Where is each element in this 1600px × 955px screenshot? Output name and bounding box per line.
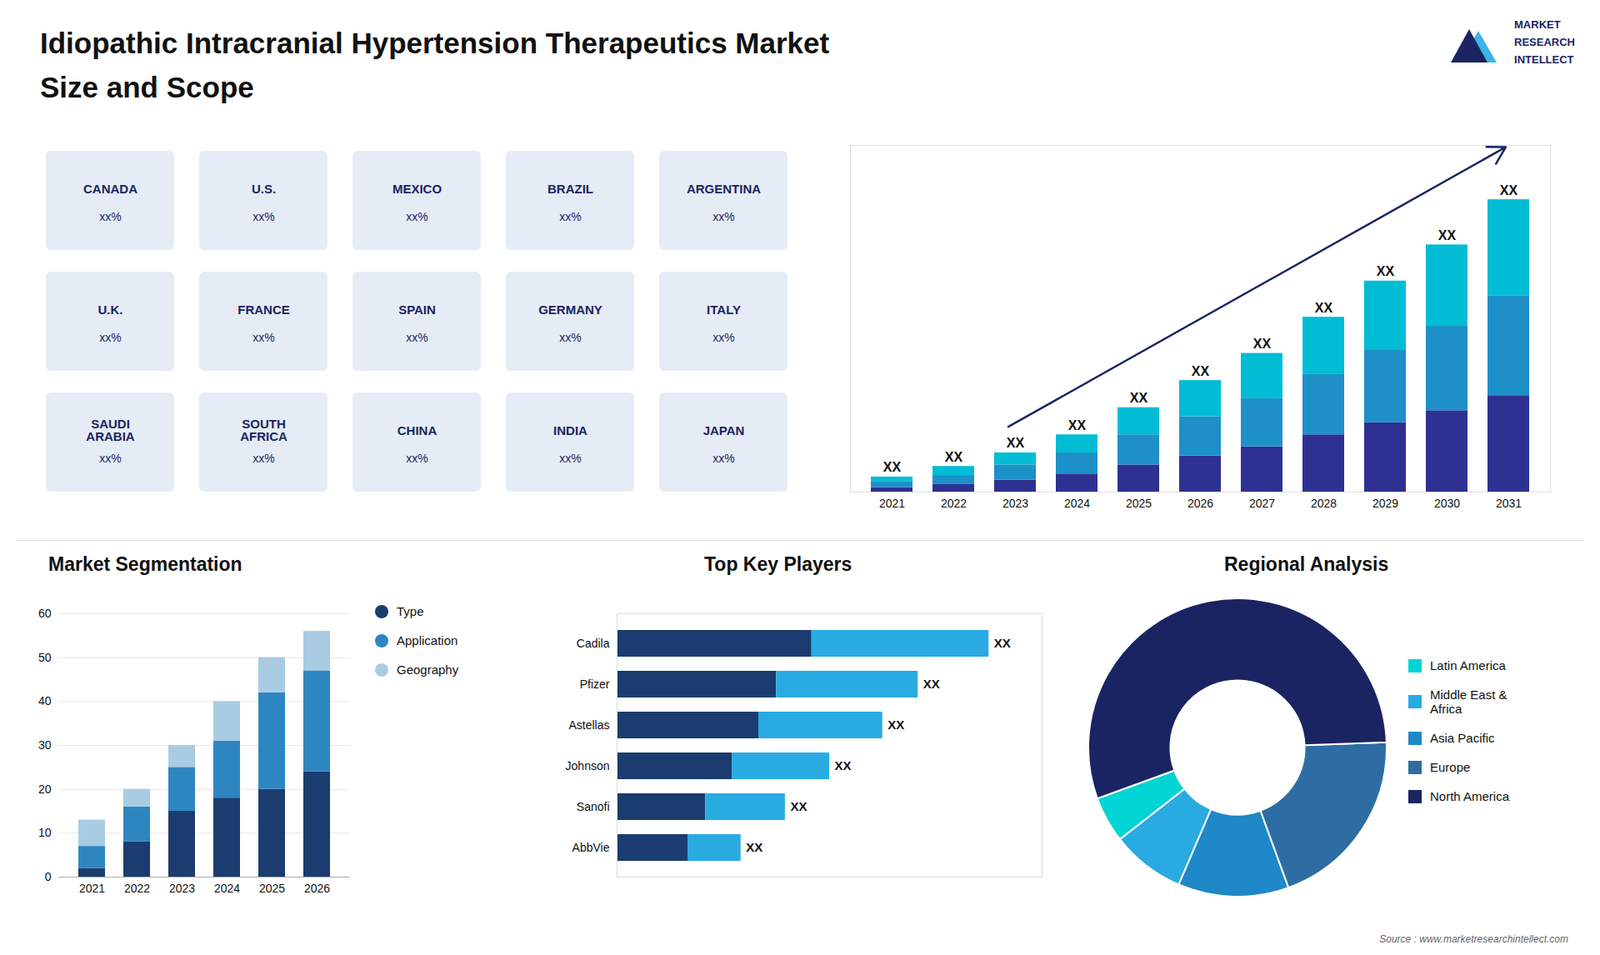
svg-text:SOUTHAFRICA: SOUTHAFRICA [240,416,288,444]
svg-text:xx%: xx% [405,330,428,345]
svg-text:XX: XX [1438,228,1457,243]
html-text:Application: Application [396,633,458,648]
svg-text:0: 0 [45,870,52,884]
svg-text:SPAIN: SPAIN [398,302,436,317]
svg-text:xx%: xx% [99,330,121,345]
svg-text:xx%: xx% [252,330,275,345]
svg-text:XX: XX [790,799,807,814]
svg-text:2021: 2021 [79,881,105,895]
svg-text:2028: 2028 [1310,496,1337,510]
svg-text:Johnson: Johnson [565,759,610,773]
svg-text:xx%: xx% [405,451,428,465]
svg-text:2025: 2025 [259,881,285,895]
svg-text:XX: XX [1130,390,1149,405]
svg-text:Astellas: Astellas [568,718,610,732]
html-text:Latin America: Latin America [1430,658,1506,673]
svg-text:XX: XX [887,717,905,732]
svg-text:xx%: xx% [559,210,581,224]
svg-text:Sanofi: Sanofi [576,800,610,814]
svg-text:2024: 2024 [1064,496,1090,510]
svg-text:XX: XX [745,840,763,855]
svg-text:ARGENTINA: ARGENTINA [686,181,761,196]
svg-text:30: 30 [38,738,52,752]
svg-text:xx%: xx% [405,210,428,224]
svg-text:SAUDIARABIA: SAUDIARABIA [85,416,135,444]
svg-text:XX: XX [1500,183,1519,198]
svg-text:XX: XX [883,460,902,475]
svg-text:XX: XX [1253,336,1272,351]
svg-text:U.S.: U.S. [251,181,276,196]
svg-text:2024: 2024 [214,881,240,895]
svg-text:2022: 2022 [940,496,967,510]
svg-text:Pfizer: Pfizer [580,677,610,691]
svg-text:XX: XX [835,758,852,773]
svg-text:JAPAN: JAPAN [703,423,745,438]
svg-text:XX: XX [1006,435,1025,450]
html-text:Asia Pacific: Asia Pacific [1430,730,1495,745]
svg-text:BRAZIL: BRAZIL [547,181,594,196]
svg-text:XX: XX [1376,264,1395,279]
svg-text:2026: 2026 [304,881,330,895]
svg-text:XX: XX [1068,418,1087,433]
svg-text:2023: 2023 [1002,496,1029,510]
svg-text:2025: 2025 [1125,496,1152,510]
html-text:Size and Scope: Size and Scope [40,70,254,103]
svg-text:XX: XX [923,676,940,691]
svg-text:INDIA: INDIA [553,423,588,438]
svg-text:2026: 2026 [1187,496,1214,510]
svg-text:50: 50 [38,650,52,665]
svg-text:XX: XX [1191,364,1210,379]
svg-text:xx%: xx% [99,451,121,465]
svg-text:2030: 2030 [1434,496,1460,510]
html-text:Market Segmentation: Market Segmentation [48,553,243,575]
html-text:North America: North America [1430,789,1510,804]
svg-text:FRANCE: FRANCE [237,302,290,317]
svg-text:xx%: xx% [712,330,735,345]
svg-text:40: 40 [38,694,52,708]
svg-text:2027: 2027 [1249,496,1275,510]
svg-text:xx%: xx% [252,451,275,465]
svg-text:xx%: xx% [712,451,735,465]
svg-text:MEXICO: MEXICO [392,181,443,196]
svg-text:2021: 2021 [879,496,905,510]
svg-text:AbbVie: AbbVie [572,840,610,855]
svg-text:2029: 2029 [1372,496,1399,510]
svg-text:U.K.: U.K. [98,302,124,317]
svg-text:ITALY: ITALY [706,302,741,317]
html-text:Middle East & Africa: Middle East & Africa [1430,687,1508,716]
svg-text:CANADA: CANADA [83,181,138,196]
svg-text:2031: 2031 [1495,496,1522,510]
html-text:Geography: Geography [396,662,459,677]
svg-text:xx%: xx% [252,210,275,224]
svg-text:10: 10 [38,825,52,840]
html-text:Top Key Players: Top Key Players [704,553,852,575]
html-text:Idiopathic Intracranial Hypert: Idiopathic Intracranial Hypertension The… [40,26,830,60]
svg-text:XX: XX [1315,300,1334,315]
svg-text:Cadila: Cadila [576,636,610,650]
svg-text:xx%: xx% [559,451,581,465]
svg-text:xx%: xx% [99,210,121,224]
svg-text:60: 60 [38,606,52,620]
svg-text:GERMANY: GERMANY [538,302,603,317]
svg-text:xx%: xx% [559,330,581,345]
svg-text:xx%: xx% [712,210,735,224]
html-text:Europe: Europe [1430,760,1471,775]
svg-text:XX: XX [994,635,1011,650]
svg-text:CHINA: CHINA [397,423,438,438]
svg-text:2023: 2023 [169,881,195,895]
html-text:MARKET RESEARCH INTELLECT: MARKET RESEARCH INTELLECT [1514,18,1575,66]
svg-text:XX: XX [945,450,964,465]
svg-text:2022: 2022 [124,881,150,895]
html-text:Regional Analysis: Regional Analysis [1224,553,1389,575]
html-text:Type: Type [396,604,424,619]
html-text:Source : www.marketresearchint: Source : www.marketresearchintellect.com [1379,933,1569,945]
svg-text:20: 20 [38,782,52,796]
